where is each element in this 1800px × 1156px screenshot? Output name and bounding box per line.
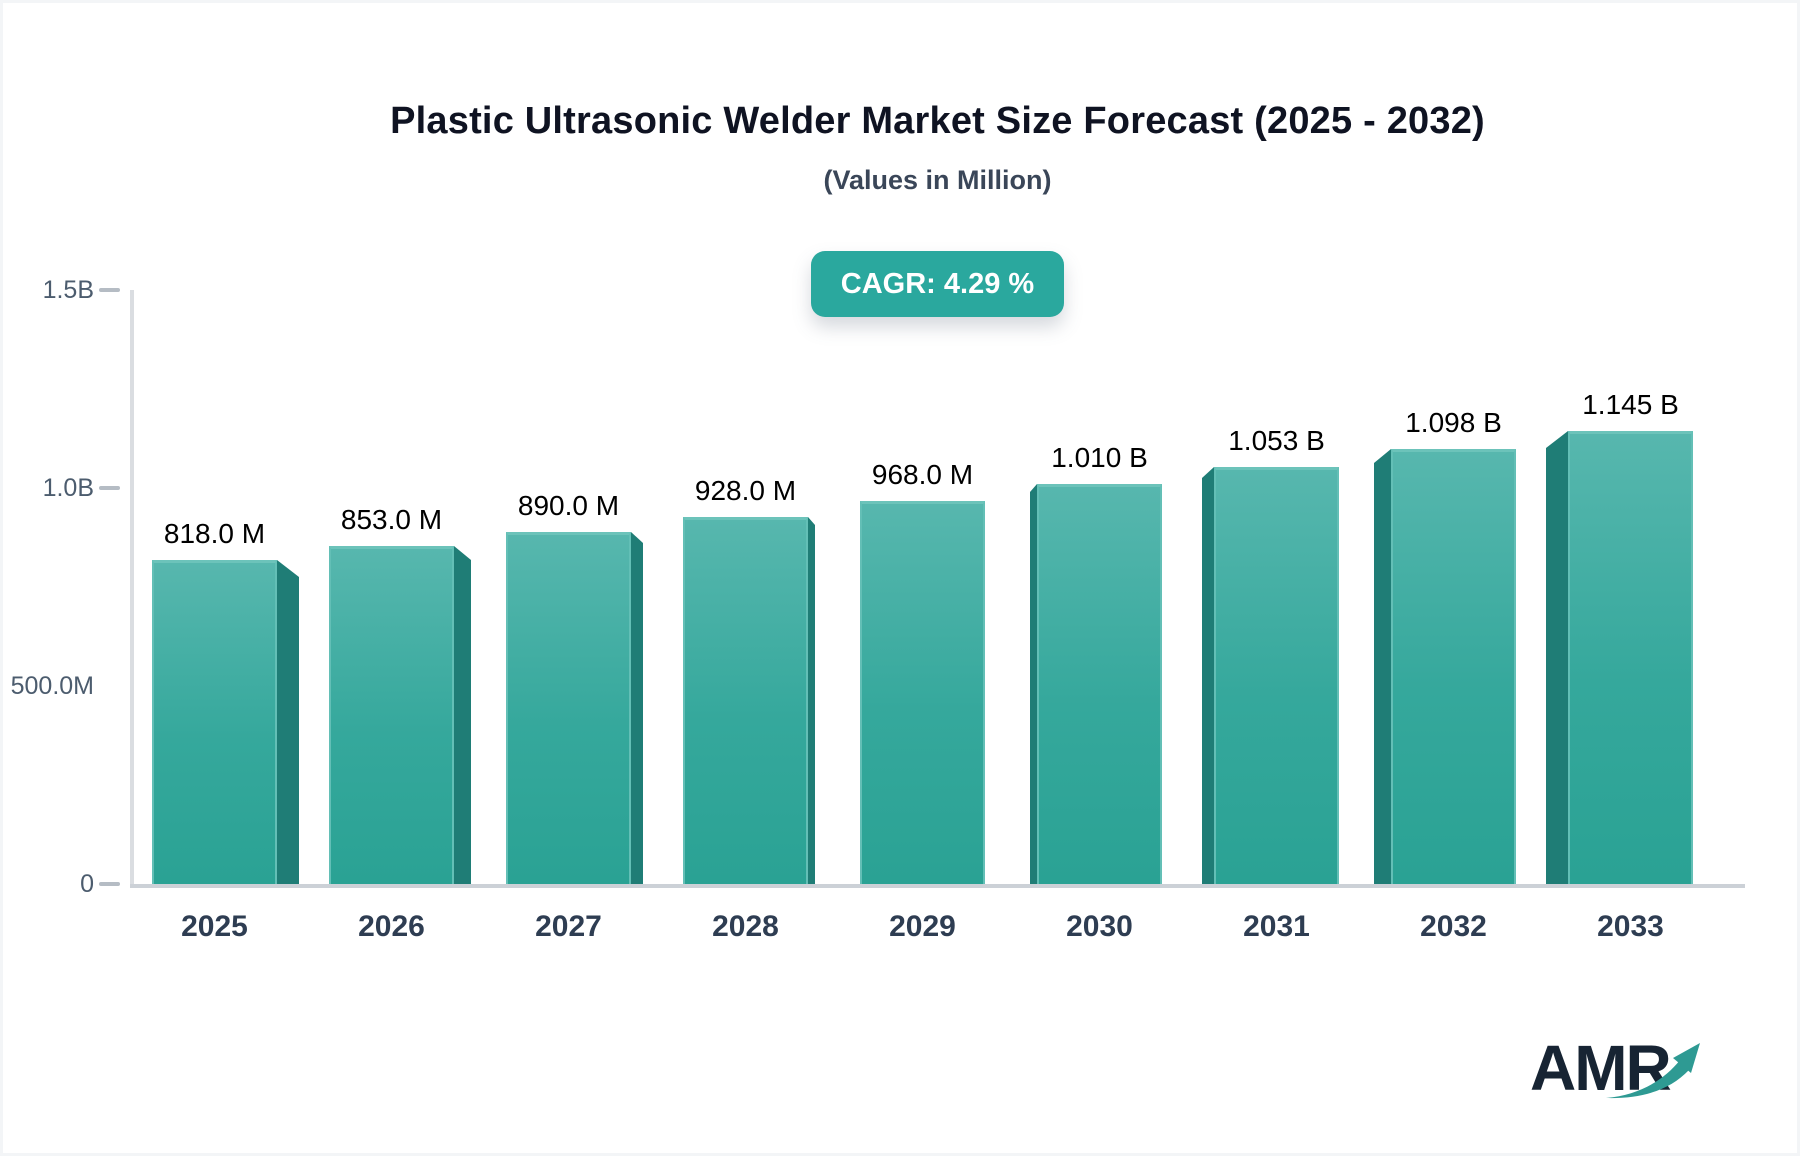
bar-group-2030: 1.010 B 2030 <box>1030 442 1162 943</box>
y-axis-tick-label: 500.0M <box>10 672 94 700</box>
bar <box>683 517 808 884</box>
page-subtitle: (Values in Million) <box>823 165 1052 195</box>
bar <box>506 532 631 884</box>
bar <box>1037 484 1162 884</box>
bar-group-2033: 1.145 B 2033 <box>1546 389 1693 943</box>
y-axis-tick <box>99 288 120 292</box>
bar <box>860 501 985 884</box>
bar-side-face <box>454 546 471 884</box>
y-axis-tick <box>99 882 120 886</box>
bar <box>1391 449 1516 884</box>
bar-value-label: 1.010 B <box>1051 442 1148 473</box>
x-axis-label: 2025 <box>181 910 248 943</box>
y-axis-tick-label: 1.5B <box>42 276 94 304</box>
bar-value-label: 928.0 M <box>694 475 797 506</box>
x-axis-label: 2032 <box>1420 910 1487 943</box>
x-axis-label: 2030 <box>1066 910 1133 943</box>
bar-side-face <box>808 517 815 884</box>
bar-value-label: 890.0 M <box>517 490 620 521</box>
bar-value-label: 853.0 M <box>340 504 443 535</box>
y-axis-tick <box>99 486 120 490</box>
bar <box>329 546 454 884</box>
cagr-badge-row: CAGR: 4.29 % <box>130 251 1745 317</box>
bar-value-label: 1.098 B <box>1405 407 1502 438</box>
y-axis-line <box>130 290 134 884</box>
bar-value-label: 1.145 B <box>1582 389 1679 420</box>
x-axis-baseline <box>130 884 1745 888</box>
bar-group-2027: 890.0 M 2027 <box>506 490 643 943</box>
cagr-badge: CAGR: 4.29 % <box>810 251 1065 317</box>
bar-value-label: 818.0 M <box>163 518 266 549</box>
bar <box>1214 467 1339 884</box>
logo-arrow-icon <box>1606 1043 1700 1099</box>
x-axis-label: 2033 <box>1597 910 1664 943</box>
bar-group-2031: 1.053 B 2031 <box>1202 425 1339 943</box>
bar-side-face <box>1030 484 1037 884</box>
bar-value-label: 968.0 M <box>871 459 974 490</box>
x-axis-label: 2026 <box>358 910 425 943</box>
bar <box>1568 431 1693 884</box>
bar-side-face <box>631 532 643 884</box>
bar-group-2029: 968.0 M 2029 <box>860 459 985 943</box>
x-axis-label: 2029 <box>889 910 956 943</box>
y-axis-tick-label: 1.0B <box>42 474 94 502</box>
bar-group-2028: 928.0 M 2028 <box>683 475 815 943</box>
x-axis-label: 2031 <box>1243 910 1310 943</box>
page-title: Plastic Ultrasonic Welder Market Size Fo… <box>390 100 1485 142</box>
bar-value-label: 1.053 B <box>1228 425 1325 456</box>
bar-side-face <box>277 560 299 884</box>
y-axis-tick-label: 0 <box>80 870 94 898</box>
bar-group-2026: 853.0 M 2026 <box>329 504 471 943</box>
bar-group-2032: 1.098 B 2032 <box>1374 407 1516 943</box>
bar-side-face <box>1202 467 1214 884</box>
bar-side-face <box>1546 431 1568 884</box>
x-axis-label: 2028 <box>712 910 779 943</box>
bar-group-2025: 818.0 M 2025 <box>152 518 299 943</box>
amr-logo: AMR <box>1530 1032 1700 1104</box>
chart-plot-area: 0 500.0M 1.0B 1.5B 818.0 M 2025 853.0 M 2026 890… <box>11 276 1745 943</box>
bar <box>152 560 277 884</box>
x-axis-label: 2027 <box>535 910 602 943</box>
bar-side-face <box>1374 449 1391 884</box>
